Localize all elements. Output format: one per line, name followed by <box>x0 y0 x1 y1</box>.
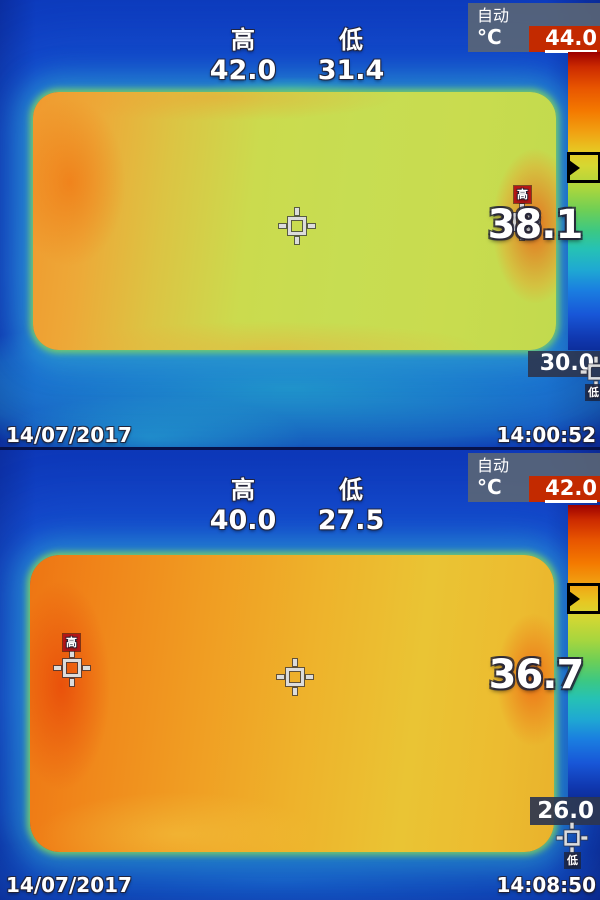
high-stat-label: 高 <box>231 26 255 54</box>
high-stat-label: 高 <box>231 476 255 504</box>
color-scale-bar <box>567 52 600 350</box>
spot-temperature-value: 38.1 <box>487 202 584 248</box>
capture-time: 14:08:50 <box>496 873 597 897</box>
scale-level-arrow-icon <box>567 152 600 183</box>
panel-separator <box>0 447 600 450</box>
cold-spot-badge: 低 <box>585 384 600 401</box>
low-stat-value: 31.4 <box>317 55 385 86</box>
spot-temperature-value: 36.7 <box>488 652 585 698</box>
thermal-frame-top: 高 低 42.0 31.4 自动 °C 44.0 30.0 高 38.1 低 1… <box>0 0 600 450</box>
low-stat-label: 低 <box>339 476 363 504</box>
center-spot-crosshair-icon <box>277 659 313 695</box>
scale-max-badge: 42.0 <box>529 476 600 503</box>
hot-spot-crosshair-icon <box>54 650 90 686</box>
scale-max-value: 42.0 <box>545 476 597 503</box>
cold-spot-crosshair-icon <box>580 356 600 388</box>
low-stat-label: 低 <box>339 26 363 54</box>
datetime-row: 14/07/2017 14:08:50 <box>0 871 600 897</box>
phone-thermal-region <box>33 92 556 350</box>
hot-spot-crosshair-icon <box>504 204 540 240</box>
capture-date: 14/07/2017 <box>6 423 132 447</box>
color-scale-bar <box>567 505 600 798</box>
low-stat-value: 27.5 <box>317 505 385 536</box>
unit-label: °C <box>477 475 502 499</box>
capture-date: 14/07/2017 <box>6 873 132 897</box>
thermal-frame-bottom: 高 低 40.0 27.5 自动 °C 42.0 26.0 高 36.7 低 1… <box>0 450 600 900</box>
center-spot-crosshair-icon <box>279 208 315 244</box>
phone-thermal-region <box>30 555 554 852</box>
scale-level-arrow-icon <box>567 583 600 614</box>
high-stat-value: 42.0 <box>209 55 277 86</box>
auto-mode-label: 自动 <box>477 6 510 25</box>
scale-max-badge: 44.0 <box>529 26 600 53</box>
high-stat-value: 40.0 <box>209 505 277 536</box>
cold-spot-badge: 低 <box>564 852 581 869</box>
scale-max-value: 44.0 <box>545 26 597 53</box>
capture-time: 14:00:52 <box>496 423 597 447</box>
datetime-row: 14/07/2017 14:00:52 <box>0 421 600 447</box>
scale-min-value: 30.0 <box>528 351 600 377</box>
auto-mode-label: 自动 <box>477 456 510 475</box>
hot-spot-badge: 高 <box>63 634 80 651</box>
unit-label: °C <box>477 25 502 49</box>
cold-spot-crosshair-icon <box>556 822 588 854</box>
hot-spot-badge: 高 <box>514 186 531 203</box>
scale-min-value: 26.0 <box>530 797 600 825</box>
